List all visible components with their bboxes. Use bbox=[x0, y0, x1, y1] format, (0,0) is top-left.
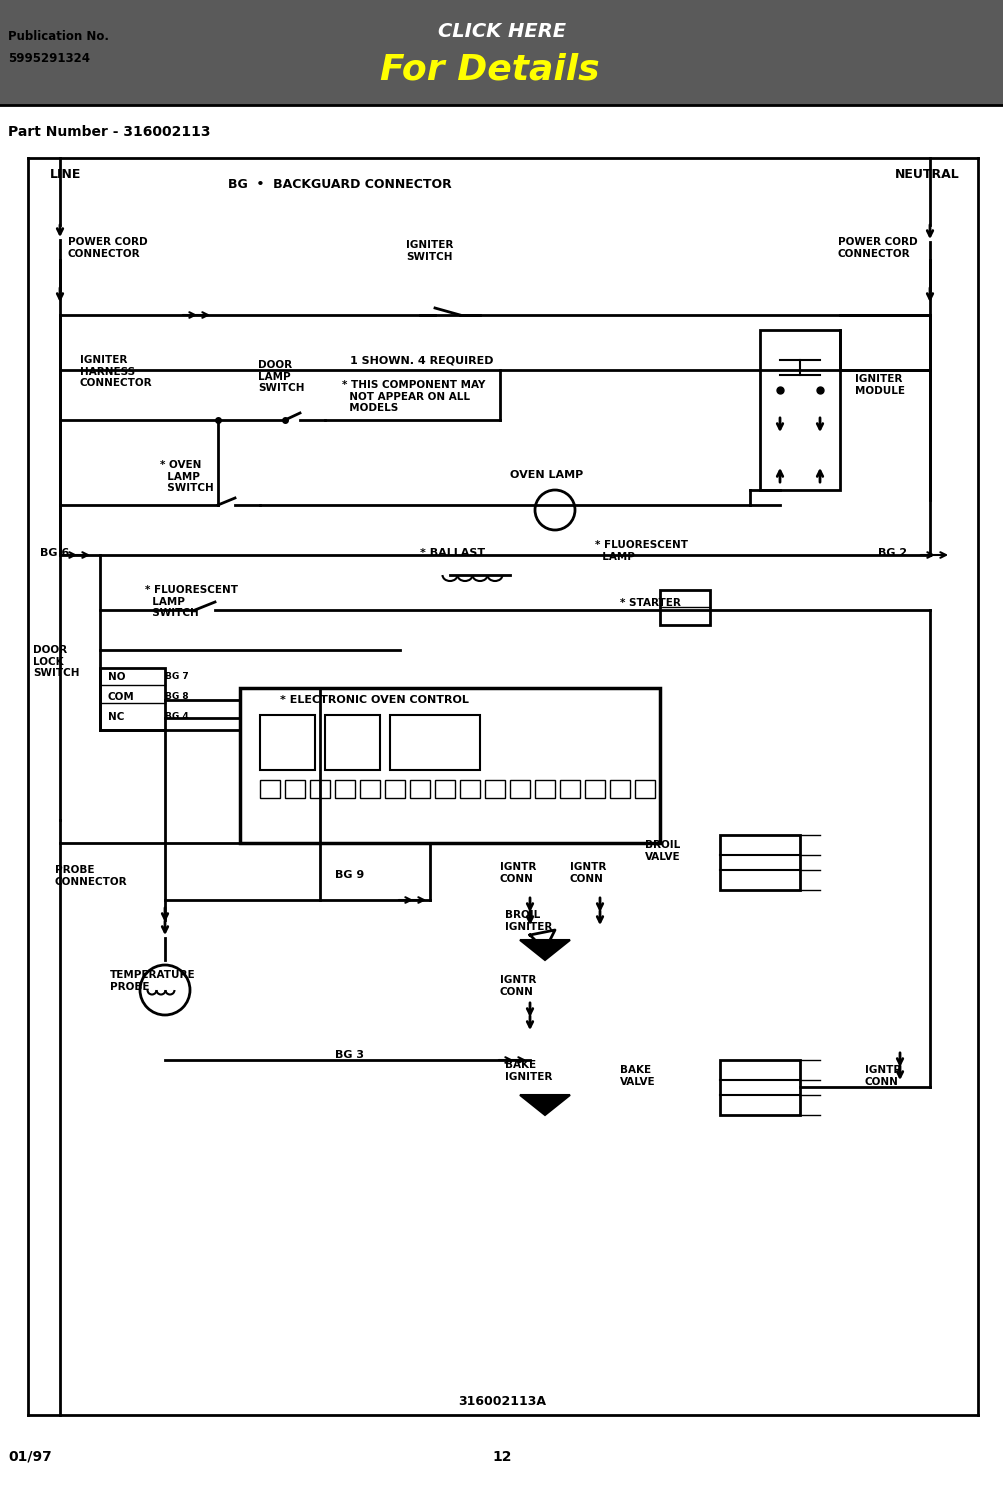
Bar bbox=[459, 780, 479, 798]
Text: BG 3: BG 3 bbox=[335, 1050, 364, 1060]
Bar bbox=[0, 0, 1003, 105]
Text: IGNITER
HARNESS
CONNECTOR: IGNITER HARNESS CONNECTOR bbox=[80, 355, 152, 389]
Text: LINE: LINE bbox=[50, 169, 81, 181]
Text: Publication No.: Publication No. bbox=[8, 30, 109, 44]
Text: POWER CORD
CONNECTOR: POWER CORD CONNECTOR bbox=[68, 236, 147, 259]
Text: * OVEN
  LAMP
  SWITCH: * OVEN LAMP SWITCH bbox=[159, 459, 214, 492]
Text: BROIL
IGNITER: BROIL IGNITER bbox=[505, 910, 552, 932]
Text: IGNTR
CONN: IGNTR CONN bbox=[499, 974, 536, 997]
Bar bbox=[719, 1060, 799, 1114]
Bar bbox=[409, 780, 429, 798]
Text: * BALLAST: * BALLAST bbox=[419, 548, 484, 559]
Text: NEUTRAL: NEUTRAL bbox=[894, 169, 959, 181]
Text: DOOR
LAMP
SWITCH: DOOR LAMP SWITCH bbox=[258, 360, 304, 393]
Bar bbox=[585, 780, 605, 798]
Bar bbox=[240, 688, 659, 843]
Bar bbox=[100, 669, 164, 730]
Text: TEMPERATURE
PROBE: TEMPERATURE PROBE bbox=[110, 970, 196, 991]
Bar bbox=[310, 780, 330, 798]
Bar bbox=[610, 780, 629, 798]
Bar bbox=[560, 780, 580, 798]
Bar bbox=[484, 780, 505, 798]
Text: BG 6: BG 6 bbox=[40, 548, 69, 559]
Bar bbox=[335, 780, 355, 798]
Text: * THIS COMPONENT MAY
  NOT APPEAR ON ALL
  MODELS: * THIS COMPONENT MAY NOT APPEAR ON ALL M… bbox=[342, 380, 484, 413]
Text: BROIL
VALVE: BROIL VALVE bbox=[644, 840, 680, 861]
Bar bbox=[659, 590, 709, 625]
Text: IGNTR
CONN: IGNTR CONN bbox=[499, 861, 536, 884]
Text: For Details: For Details bbox=[380, 53, 599, 86]
Text: DOOR
LOCK
SWITCH: DOOR LOCK SWITCH bbox=[33, 645, 79, 678]
Text: 5995291324: 5995291324 bbox=[8, 53, 90, 65]
Circle shape bbox=[535, 489, 575, 530]
Text: OVEN LAMP: OVEN LAMP bbox=[510, 470, 583, 480]
Bar bbox=[634, 780, 654, 798]
Bar bbox=[285, 780, 305, 798]
Text: 316002113A: 316002113A bbox=[457, 1395, 546, 1408]
Text: 1 SHOWN. 4 REQUIRED: 1 SHOWN. 4 REQUIRED bbox=[350, 355, 493, 364]
Circle shape bbox=[139, 965, 190, 1015]
Text: * FLUORESCENT
  LAMP
  SWITCH: * FLUORESCENT LAMP SWITCH bbox=[144, 584, 238, 617]
Text: BG 2: BG 2 bbox=[878, 548, 907, 559]
Text: * STARTER: * STARTER bbox=[620, 598, 680, 608]
Text: * FLUORESCENT
  LAMP: * FLUORESCENT LAMP bbox=[595, 541, 687, 562]
Bar bbox=[260, 780, 280, 798]
Text: NC: NC bbox=[108, 712, 124, 721]
Text: 01/97: 01/97 bbox=[8, 1450, 52, 1464]
Text: * ELECTRONIC OVEN CONTROL: * ELECTRONIC OVEN CONTROL bbox=[280, 694, 468, 705]
Bar bbox=[434, 780, 454, 798]
Bar bbox=[360, 780, 379, 798]
Bar bbox=[260, 715, 315, 770]
Text: BG  •  BACKGUARD CONNECTOR: BG • BACKGUARD CONNECTOR bbox=[228, 178, 451, 191]
Text: NO: NO bbox=[108, 672, 125, 682]
Polygon shape bbox=[520, 940, 570, 959]
Text: IGNTR
CONN: IGNTR CONN bbox=[865, 1065, 901, 1087]
Text: IGNITER
MODULE: IGNITER MODULE bbox=[855, 373, 904, 396]
Text: BG 8: BG 8 bbox=[164, 691, 189, 700]
Polygon shape bbox=[520, 1095, 570, 1114]
Text: Part Number - 316002113: Part Number - 316002113 bbox=[8, 125, 211, 139]
Bar bbox=[384, 780, 404, 798]
Text: POWER CORD
CONNECTOR: POWER CORD CONNECTOR bbox=[838, 236, 917, 259]
Text: CLICK HERE: CLICK HERE bbox=[437, 23, 566, 41]
Text: BAKE
IGNITER: BAKE IGNITER bbox=[505, 1060, 552, 1081]
Text: PROBE
CONNECTOR: PROBE CONNECTOR bbox=[55, 864, 127, 887]
Bar bbox=[759, 330, 840, 489]
Bar bbox=[535, 780, 555, 798]
Text: IGNITER
SWITCH: IGNITER SWITCH bbox=[406, 239, 453, 262]
Text: BAKE
VALVE: BAKE VALVE bbox=[620, 1065, 655, 1087]
Bar bbox=[719, 834, 799, 890]
Text: 12: 12 bbox=[491, 1450, 512, 1464]
Text: IGNTR
CONN: IGNTR CONN bbox=[570, 861, 606, 884]
Bar bbox=[510, 780, 530, 798]
Text: COM: COM bbox=[108, 691, 134, 702]
Bar bbox=[325, 715, 379, 770]
Text: BG 7: BG 7 bbox=[164, 672, 189, 681]
Text: BG 9: BG 9 bbox=[335, 870, 364, 880]
Bar bbox=[389, 715, 479, 770]
Text: BG 4: BG 4 bbox=[164, 712, 189, 721]
